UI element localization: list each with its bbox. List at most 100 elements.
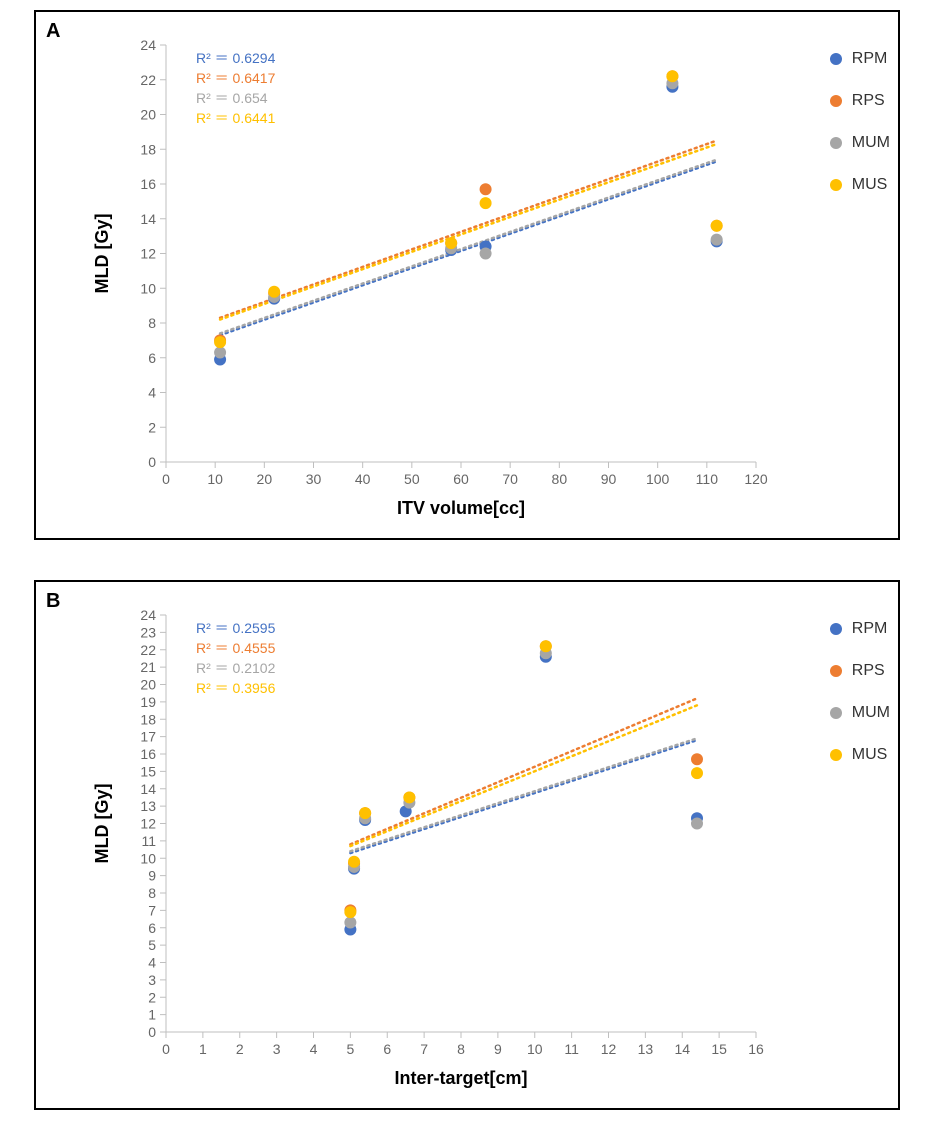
r2-rpm: R² ＝ 0.6294	[196, 50, 276, 66]
x-tick-label: 2	[236, 1041, 244, 1057]
x-tick-label: 16	[748, 1041, 764, 1057]
chart-b: 0123456789101112131415160123456789101112…	[36, 582, 898, 1108]
x-tick-label: 7	[420, 1041, 428, 1057]
trendline-mus	[350, 705, 697, 846]
x-tick-label: 110	[696, 471, 719, 487]
y-tick-label: 1	[148, 1007, 156, 1023]
r2-mum: R² ＝ 0.2102	[196, 660, 276, 676]
point-mus	[711, 220, 723, 232]
y-tick-label: 9	[148, 868, 156, 884]
r2-rps: R² ＝ 0.6417	[196, 70, 276, 86]
point-mus	[403, 791, 415, 803]
point-rps	[691, 753, 703, 765]
x-tick-label: 10	[527, 1041, 543, 1057]
x-tick-label: 50	[404, 471, 420, 487]
y-tick-label: 17	[140, 729, 156, 745]
x-tick-label: 11	[564, 1041, 579, 1057]
y-tick-label: 23	[140, 624, 156, 640]
x-tick-label: 120	[744, 471, 768, 487]
point-mus	[540, 640, 552, 652]
x-tick-label: 0	[162, 471, 170, 487]
y-tick-label: 21	[140, 659, 156, 675]
x-tick-label: 80	[552, 471, 568, 487]
y-tick-label: 0	[148, 454, 156, 470]
y-tick-label: 15	[140, 763, 156, 779]
point-mus	[691, 767, 703, 779]
x-axis-label: ITV volume[cc]	[397, 498, 525, 518]
point-mum	[344, 917, 356, 929]
y-tick-label: 0	[148, 1024, 156, 1040]
r2-rpm: R² ＝ 0.2595	[196, 620, 276, 636]
trendline-rps	[350, 698, 697, 844]
point-rps	[480, 183, 492, 195]
y-tick-label: 11	[141, 833, 156, 849]
point-mus	[214, 336, 226, 348]
x-tick-label: 4	[310, 1041, 318, 1057]
r2-mum: R² ＝ 0.654	[196, 90, 268, 106]
x-tick-label: 1	[199, 1041, 207, 1057]
y-tick-label: 8	[148, 885, 156, 901]
point-mum	[691, 818, 703, 830]
y-tick-label: 20	[140, 107, 156, 123]
point-mus	[348, 856, 360, 868]
x-tick-label: 13	[638, 1041, 654, 1057]
trendline-mus	[220, 144, 717, 319]
y-tick-label: 10	[140, 850, 156, 866]
chart-a: 0 10 20 30 40 50 60 70 80 90 100 110 120 0 24 6 8 10 12 14 1…	[36, 12, 898, 538]
x-tick-label: 90	[601, 471, 617, 487]
trendline-rps	[220, 141, 717, 318]
point-mus	[268, 286, 280, 298]
r2-rps: R² ＝ 0.4555	[196, 640, 276, 656]
y-tick-label: 14	[140, 211, 156, 227]
y-tick-label: 20	[140, 677, 156, 693]
y-tick-label: 19	[140, 694, 156, 710]
x-tick-label: 60	[453, 471, 469, 487]
y-tick-label: 8	[148, 315, 156, 331]
point-mus	[666, 70, 678, 82]
y-tick-label: 18	[140, 141, 156, 157]
y-tick-label: 4	[148, 955, 156, 971]
y-tick-label: 6	[148, 920, 156, 936]
x-tick-label: 10	[207, 471, 223, 487]
point-mus	[445, 237, 457, 249]
x-tick-label: 20	[257, 471, 273, 487]
y-tick-label: 2	[148, 419, 156, 435]
page: A RPMRPSMUMMUS 0102030405060708090100110…	[0, 0, 934, 1146]
x-tick-label: 100	[646, 471, 670, 487]
y-tick-label: 5	[148, 937, 156, 953]
y-tick-label: 22	[140, 642, 156, 658]
x-tick-label: 14	[674, 1041, 690, 1057]
y-tick-label: 24	[140, 37, 156, 53]
x-tick-label: 40	[355, 471, 371, 487]
point-mum	[214, 347, 226, 359]
point-mus	[344, 906, 356, 918]
panel-a: A RPMRPSMUMMUS 0102030405060708090100110…	[34, 10, 900, 540]
x-tick-label: 15	[711, 1041, 727, 1057]
r2-mus: R² ＝ 0.6441	[196, 110, 276, 126]
y-tick-label: 12	[140, 816, 156, 832]
y-tick-label: 24	[140, 607, 156, 623]
x-tick-label: 9	[494, 1041, 502, 1057]
x-tick-label: 0	[162, 1041, 170, 1057]
x-tick-label: 8	[457, 1041, 465, 1057]
point-mus	[359, 807, 371, 819]
y-tick-label: 7	[148, 902, 156, 918]
x-tick-label: 5	[346, 1041, 354, 1057]
y-tick-label: 18	[140, 711, 156, 727]
y-tick-label: 10	[140, 280, 156, 296]
x-tick-label: 70	[502, 471, 518, 487]
y-axis-label: MLD [Gy]	[92, 214, 112, 294]
trendline-rpm	[350, 740, 697, 853]
r2-mus: R² ＝ 0.3956	[196, 680, 276, 696]
trendline-mum	[220, 160, 717, 334]
x-axis-label: Inter-target[cm]	[394, 1068, 527, 1088]
x-tick-label: 6	[383, 1041, 391, 1057]
x-tick-label: 12	[601, 1041, 617, 1057]
y-tick-label: 16	[140, 176, 156, 192]
panel-b: B RPMRPSMUMMUS 0123456789101112131415160…	[34, 580, 900, 1110]
y-tick-label: 22	[140, 72, 156, 88]
x-tick-label: 30	[306, 471, 322, 487]
y-tick-label: 6	[148, 350, 156, 366]
y-tick-label: 13	[140, 798, 156, 814]
y-tick-label: 12	[140, 246, 156, 262]
